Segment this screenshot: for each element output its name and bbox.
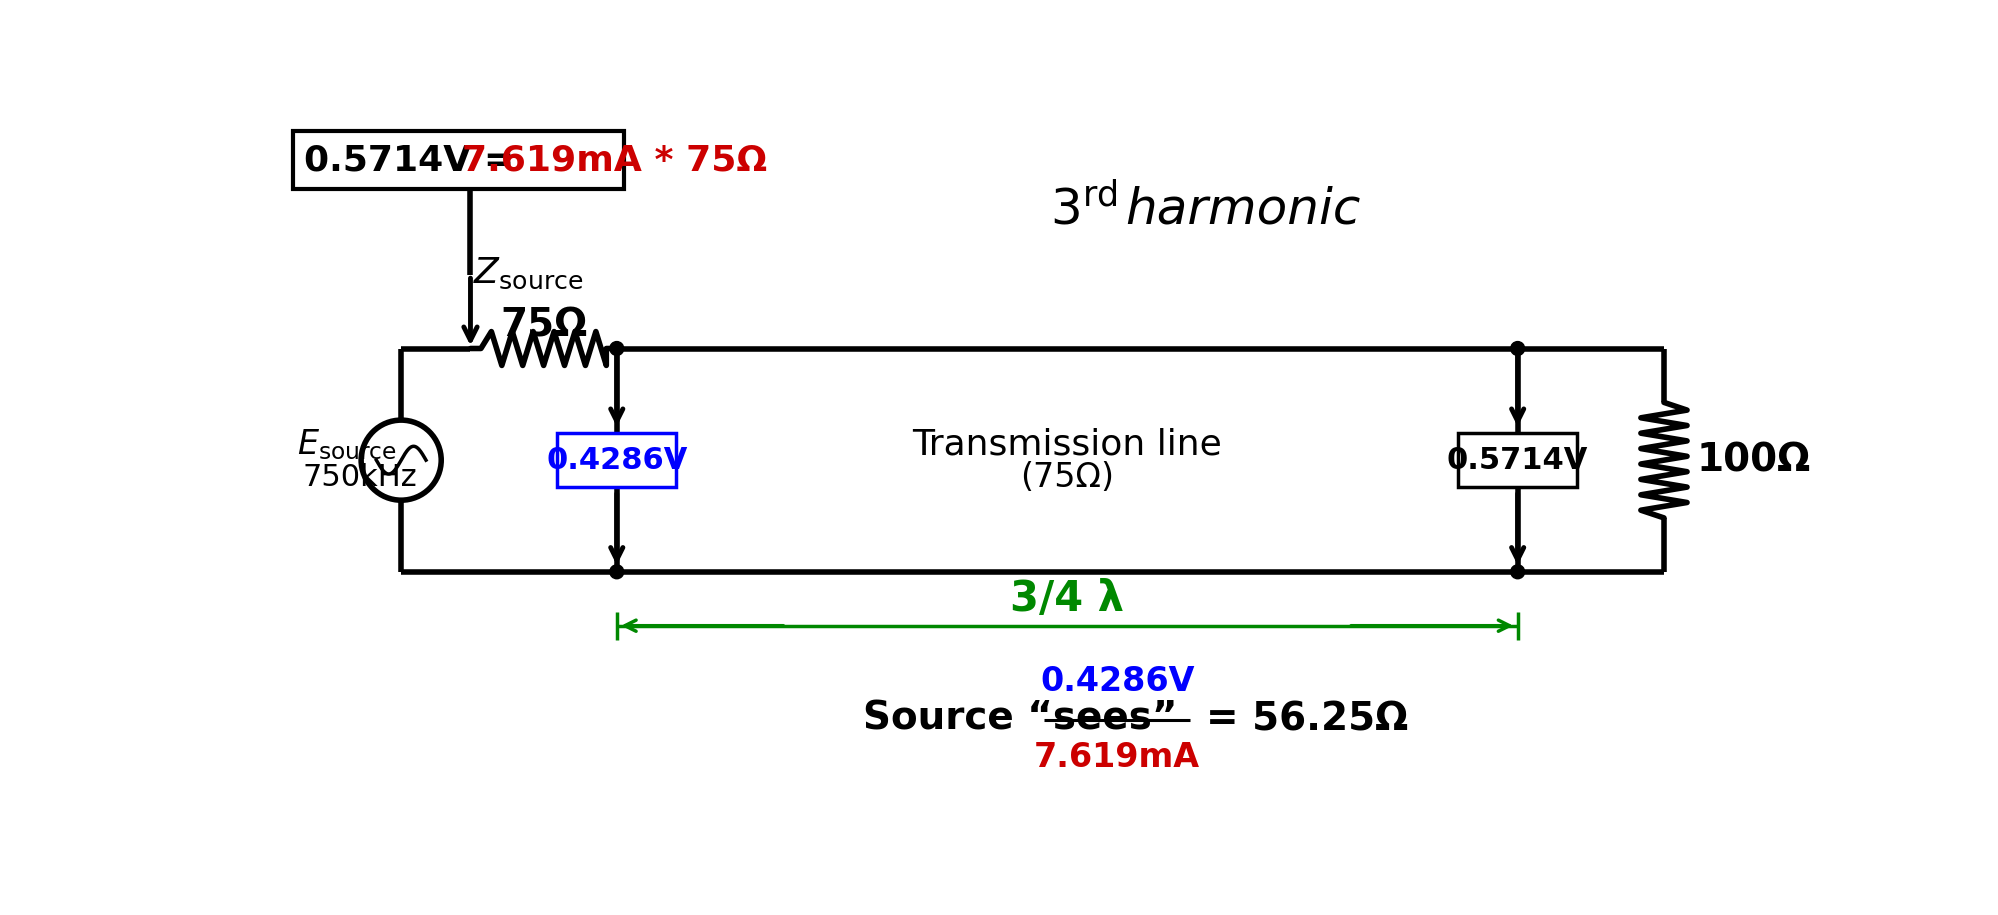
Text: 0.4286V: 0.4286V (545, 446, 687, 475)
Circle shape (1510, 565, 1524, 578)
Circle shape (609, 565, 623, 578)
Text: Transmission line: Transmission line (911, 427, 1221, 462)
Text: Source “sees”: Source “sees” (863, 699, 1177, 737)
Text: harmonic: harmonic (1125, 186, 1361, 234)
Circle shape (1510, 341, 1524, 355)
Text: 0.5714V =: 0.5714V = (304, 144, 527, 178)
Text: $3^{\rm rd}$: $3^{\rm rd}$ (1049, 185, 1117, 235)
FancyBboxPatch shape (1457, 433, 1576, 487)
Text: 0.4286V: 0.4286V (1039, 665, 1195, 698)
Text: 750kHz: 750kHz (302, 463, 418, 491)
FancyBboxPatch shape (557, 433, 675, 487)
Text: 3/4 λ: 3/4 λ (1009, 577, 1123, 619)
Text: 75Ω: 75Ω (500, 307, 587, 344)
Text: 100Ω: 100Ω (1696, 441, 1810, 479)
Text: $Z_{\rm source}$: $Z_{\rm source}$ (474, 255, 583, 291)
Text: $E_{\rm source}$: $E_{\rm source}$ (298, 427, 398, 462)
FancyBboxPatch shape (294, 132, 623, 189)
Text: = 56.25Ω: = 56.25Ω (1205, 701, 1407, 738)
Text: 7.619mA * 75Ω: 7.619mA * 75Ω (462, 144, 767, 178)
Text: 7.619mA: 7.619mA (1033, 741, 1199, 774)
Circle shape (609, 341, 623, 355)
Text: 0.5714V: 0.5714V (1447, 446, 1588, 475)
Text: (75Ω): (75Ω) (1019, 460, 1113, 493)
